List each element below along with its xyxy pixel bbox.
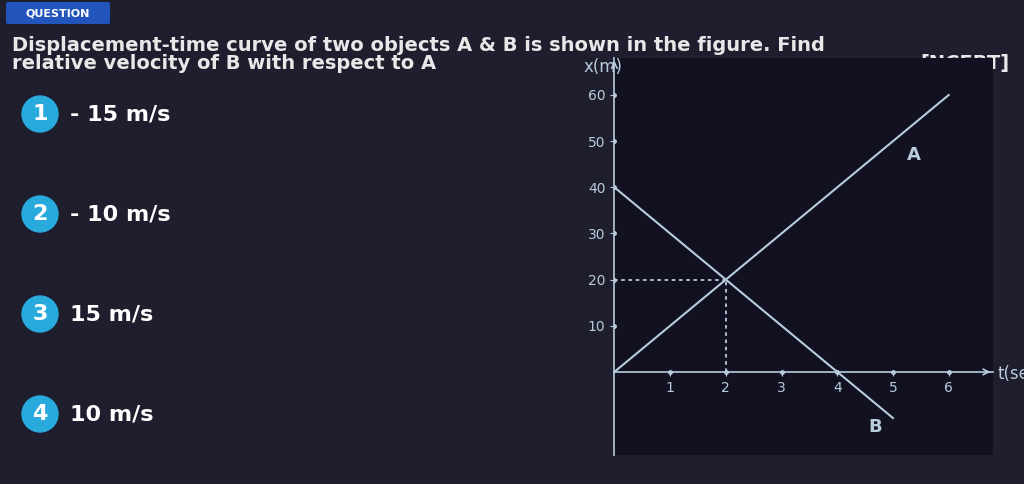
Text: - 10 m/s: - 10 m/s xyxy=(70,204,171,224)
Text: t(sec): t(sec) xyxy=(997,365,1024,383)
Text: 15 m/s: 15 m/s xyxy=(70,304,154,324)
Text: A: A xyxy=(907,146,921,164)
Text: 2: 2 xyxy=(33,204,48,224)
FancyBboxPatch shape xyxy=(6,2,110,24)
Text: 10 m/s: 10 m/s xyxy=(70,404,154,424)
Text: 4: 4 xyxy=(33,404,48,424)
Circle shape xyxy=(22,196,58,232)
Text: QUESTION: QUESTION xyxy=(26,8,90,18)
Text: Displacement-time curve of two objects A & B is shown in the figure. Find: Displacement-time curve of two objects A… xyxy=(12,36,825,55)
Text: relative velocity of B with respect to A: relative velocity of B with respect to A xyxy=(12,54,436,73)
Circle shape xyxy=(22,96,58,132)
Text: 3: 3 xyxy=(33,304,48,324)
Text: x(m): x(m) xyxy=(584,58,623,76)
Circle shape xyxy=(22,296,58,332)
Text: B: B xyxy=(868,418,882,436)
Circle shape xyxy=(22,396,58,432)
Text: 1: 1 xyxy=(32,104,48,124)
Text: [NCERT]: [NCERT] xyxy=(921,54,1010,73)
Text: - 15 m/s: - 15 m/s xyxy=(70,104,170,124)
